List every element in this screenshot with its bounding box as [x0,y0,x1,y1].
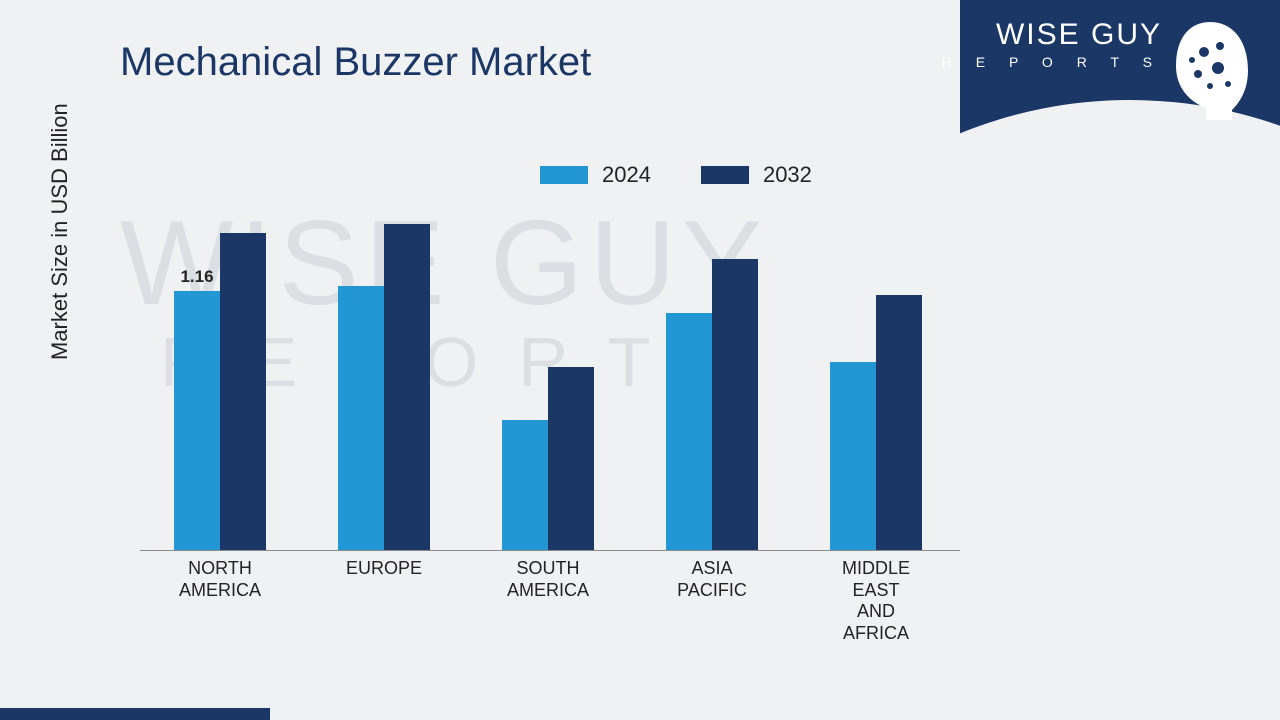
bar-2024 [830,362,876,550]
bar-2024 [338,286,384,550]
x-tick-label: NORTHAMERICA [150,558,290,601]
bar-group [324,170,444,550]
logo-head-icon [1170,20,1250,120]
bar-2032 [384,224,430,550]
chart-area: Market Size in USD Billion 1.16 NORTHAME… [60,160,960,700]
page-root: WISE GUY REPORTS WISE GUY R E P O R T S … [0,0,1280,720]
chart-baseline [140,550,960,551]
bottom-accent-bar [0,708,270,720]
bar-group: 1.16 [160,170,280,550]
bar-group [652,170,772,550]
brand-main: WISE GUY [942,20,1162,50]
page-title: Mechanical Buzzer Market [120,40,591,85]
bar-2032 [220,233,266,550]
x-tick-label: SOUTHAMERICA [478,558,618,601]
chart-plot: 1.16 [140,170,960,550]
y-axis-label: Market Size in USD Billion [47,103,73,360]
bar-value-label: 1.16 [174,267,220,287]
x-tick-label: MIDDLEEASTANDAFRICA [806,558,946,644]
bar-2032 [712,259,758,550]
x-tick-label: EUROPE [314,558,454,580]
bar-group [488,170,608,550]
bar-2024 [502,420,548,550]
bar-group [816,170,936,550]
bar-2032 [876,295,922,550]
brand-sub: R E P O R T S [942,54,1162,70]
bar-2024 [666,313,712,550]
bar-2024 [174,291,220,550]
brand-logo: WISE GUY R E P O R T S [942,20,1162,70]
x-tick-label: ASIAPACIFIC [642,558,782,601]
bar-2032 [548,367,594,550]
